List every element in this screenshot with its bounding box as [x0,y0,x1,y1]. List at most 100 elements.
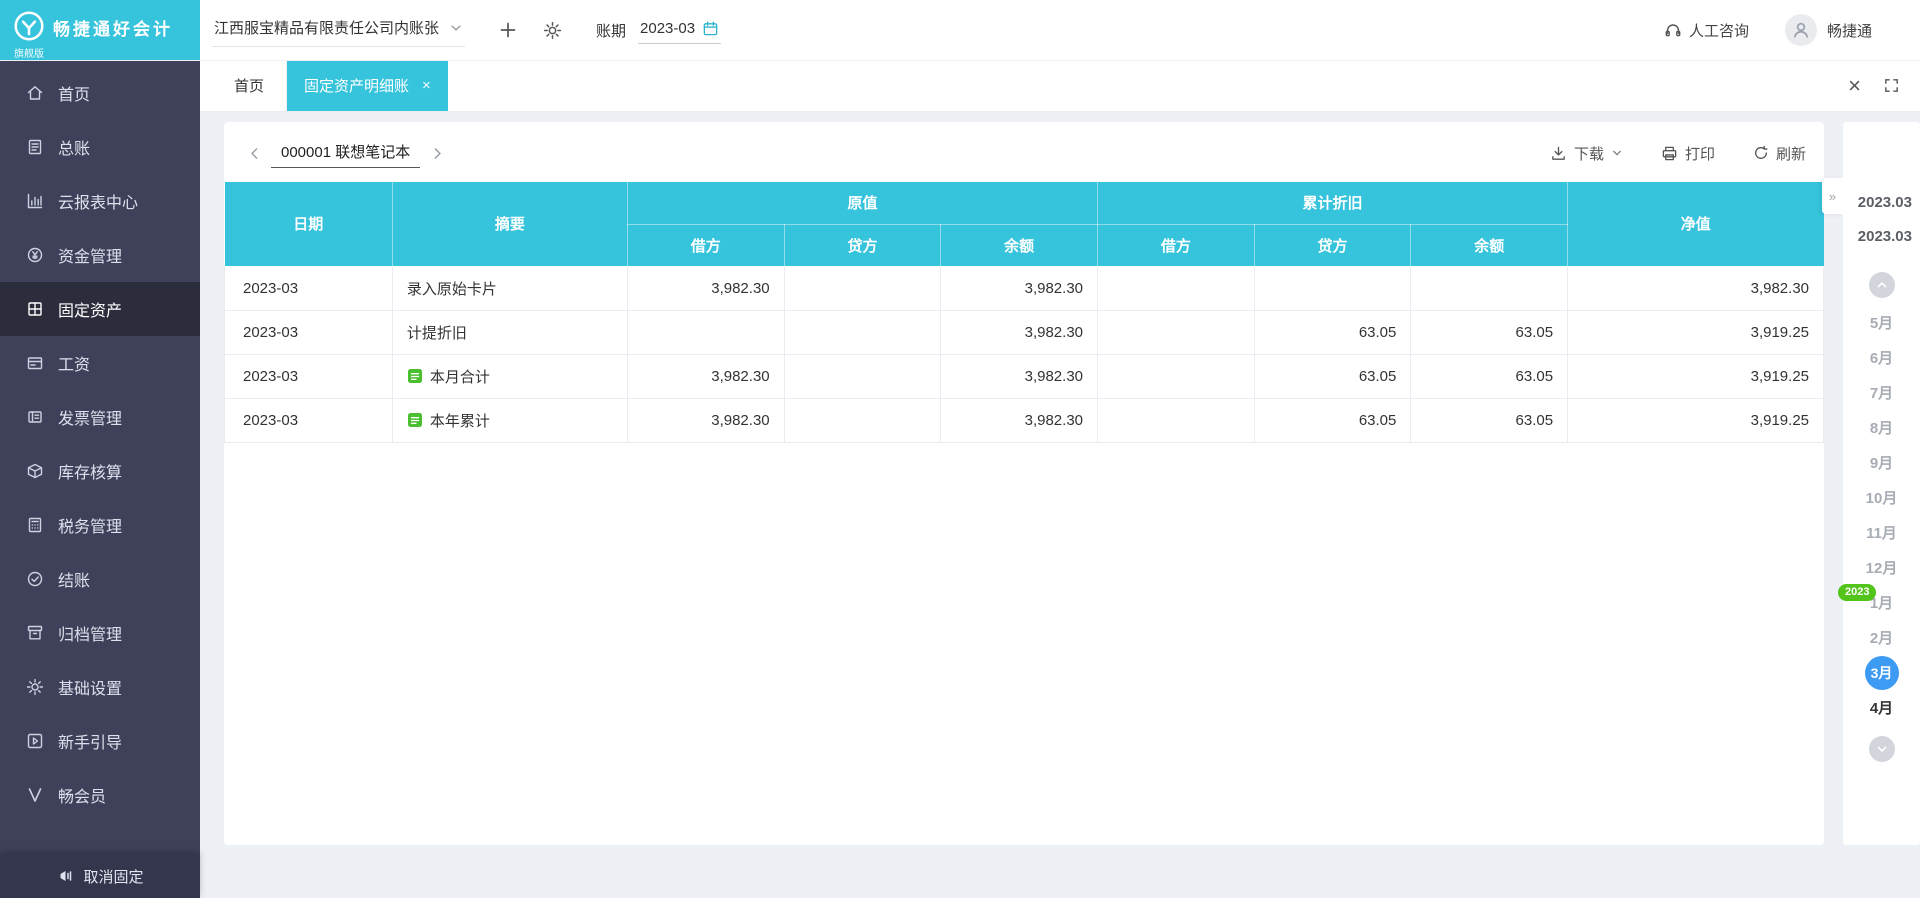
sidebar-item-label: 结账 [58,573,91,590]
tab-fixed-asset-ledger[interactable]: 固定资产明细账 × [287,60,448,111]
asset-selector[interactable]: 000001 联想笔记本 [271,138,421,168]
funds-icon [26,246,44,264]
tab-bar: 首页 固定资产明细账 × × [200,60,1920,112]
chevron-left-icon [250,147,257,159]
unpin-icon [60,871,72,881]
cell-dep-credit: 63.05 [1253,309,1412,355]
sidebar-item-fixed-assets[interactable]: 固定资产 [0,282,200,336]
topbar: 江西服宝精品有限责任公司内账张 账期 2023-03 人工咨询 畅捷通 [0,0,1920,60]
period-label: 账期 [596,22,627,40]
table-row-year-total[interactable]: 2023-03 本年累计 3,982.30 3,982.30 63.05 63.… [224,397,1824,443]
sidebar-item-invoices[interactable]: 发票管理 [0,390,200,444]
app-logo-icon [12,9,46,43]
closing-icon [26,570,44,588]
month-item[interactable]: 1月 [1869,595,1894,612]
cell-date: 2023-03 [224,309,393,355]
month-item[interactable]: 6月 [1869,350,1894,367]
month-label: 3月 [1864,656,1899,690]
table-row[interactable]: 2023-03 录入原始卡片 3,982.30 3,982.30 3,982.3… [224,265,1824,311]
chevron-down-icon [451,24,461,31]
sidebar-item-membership[interactable]: 畅会员 [0,768,200,822]
cell-dep-balance: 63.05 [1410,353,1569,399]
sidebar-item-tax[interactable]: 税务管理 [0,498,200,552]
next-asset-button[interactable] [425,141,449,165]
cell-net: 3,982.30 [1567,265,1824,311]
sidebar-item-archive[interactable]: 归档管理 [0,606,200,660]
cell-dep-debit [1097,353,1255,399]
avatar[interactable] [1784,14,1817,46]
cell-summary: 本年累计 [391,397,628,443]
cell-date: 2023-03 [224,265,393,311]
unpin-sidebar-button[interactable]: 取消固定 [0,854,200,898]
month-item[interactable]: 8月 [1869,420,1894,437]
period-labels: 2023.03 2023.03 [1843,122,1920,254]
table-row[interactable]: 2023-03 计提折旧 3,982.30 63.05 63.05 3,919.… [224,309,1824,355]
settings-gear-icon [26,678,44,696]
sidebar-item-general-ledger[interactable]: 总账 [0,120,200,174]
col-header-credit: 贷方 [783,223,942,267]
month-item[interactable]: 10月 [1865,490,1898,507]
sidebar-item-closing[interactable]: 结账 [0,552,200,606]
sidebar-item-funds[interactable]: 资金管理 [0,228,200,282]
prev-asset-button[interactable] [242,141,266,165]
fullscreen-icon[interactable] [1883,77,1900,94]
sidebar-item-payroll[interactable]: 工资 [0,336,200,390]
tab-label: 首页 [234,78,265,95]
user-icon [1793,22,1809,38]
main-area: 首页 固定资产明细账 × × 000001 联想笔记本 下载 [200,60,1920,898]
username[interactable]: 畅捷通 [1826,22,1872,40]
refresh-icon [1755,145,1768,159]
sidebar-item-home[interactable]: 首页 [0,66,200,120]
col-header-debit: 借方 [1097,223,1255,267]
headset-icon [1665,24,1681,37]
close-all-tabs-icon[interactable]: × [1848,72,1861,98]
chevron-down-icon [1613,150,1621,156]
collapse-panel-button[interactable]: » [1822,178,1843,214]
support-link[interactable]: 人工咨询 [1664,20,1749,41]
unpin-label: 取消固定 [83,868,144,886]
sidebar-item-label: 工资 [58,357,91,374]
total-badge-icon [407,369,422,383]
add-button[interactable] [499,21,517,39]
sidebar-item-cloud-reports[interactable]: 云报表中心 [0,174,200,228]
report-icon [26,192,44,210]
cell-dep-balance [1410,265,1569,311]
tabbar-actions: × [1848,60,1920,111]
col-header-date: 日期 [224,182,393,267]
download-button[interactable]: 下载 [1550,143,1623,164]
period-selector[interactable]: 2023-03 [638,17,722,44]
print-button[interactable]: 打印 [1661,143,1715,164]
refresh-button[interactable]: 刷新 [1753,143,1806,164]
month-item-current[interactable]: 4月 [1869,700,1894,717]
table-row-month-total[interactable]: 2023-03 本月合计 3,982.30 3,982.30 63.05 63.… [224,353,1824,399]
col-header-balance: 余额 [940,223,1098,267]
settings-button[interactable] [543,21,562,40]
sidebar: 首页 总账 云报表中心 资金管理 固定资产 工资 发票管理 库存核算 税务管理 … [0,60,200,898]
scroll-months-down-button[interactable] [1868,736,1895,762]
month-item[interactable]: 7月 [1869,385,1894,402]
month-item[interactable]: 11月 [1866,525,1897,542]
home-icon [26,84,44,102]
tab-close-icon[interactable]: × [422,77,431,94]
sidebar-item-label: 库存核算 [58,465,123,482]
app-logo: 畅捷通好会计 旗舰版 [0,0,200,60]
sidebar-item-guide[interactable]: 新手引导 [0,714,200,768]
month-item[interactable]: 5月 [1869,315,1894,332]
tax-icon [26,516,44,534]
tab-home[interactable]: 首页 [212,60,288,111]
sidebar-item-inventory[interactable]: 库存核算 [0,444,200,498]
company-selector[interactable]: 江西服宝精品有限责任公司内账张 [212,13,466,47]
month-item[interactable]: 9月 [1869,455,1894,472]
sidebar-item-label: 基础设置 [58,681,123,698]
scroll-months-up-button[interactable] [1868,272,1895,298]
month-item[interactable]: 2月 [1869,630,1894,647]
sidebar-item-label: 云报表中心 [58,195,139,212]
month-item-selected[interactable]: 3月 [1843,656,1920,691]
cell-dep-debit [1097,397,1255,443]
sidebar-item-label: 固定资产 [58,303,123,320]
col-header-balance: 余额 [1410,223,1568,267]
sidebar-item-settings[interactable]: 基础设置 [0,660,200,714]
cell-dep-credit: 63.05 [1253,353,1412,399]
cell-orig-credit [783,353,942,399]
month-item[interactable]: 12月 [1865,560,1898,577]
